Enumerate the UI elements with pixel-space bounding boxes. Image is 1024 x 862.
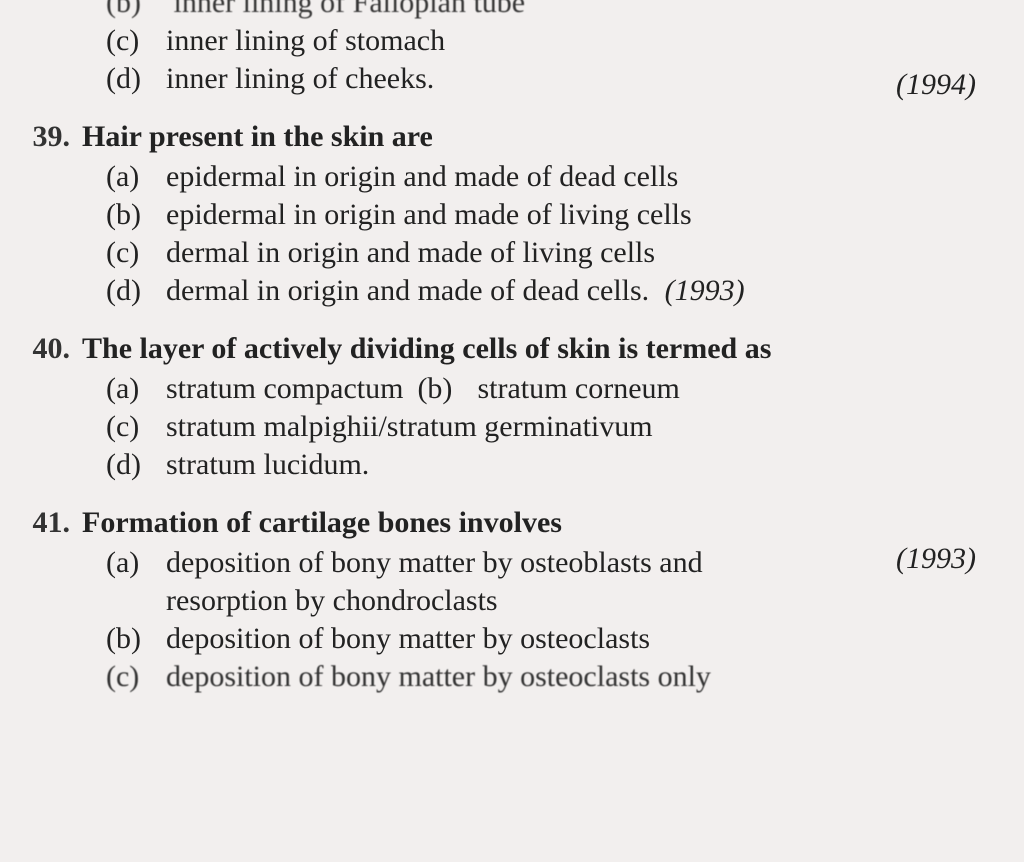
option-text: inner lining of cheeks. [166,62,434,96]
q38-year: (1994) [896,68,976,102]
cutoff-top-line: (b) inner lining of Fallopian tube [106,0,984,20]
q40-option-b: (b) stratum corneum [417,372,679,406]
option-letter: (b) [106,198,166,232]
option-letter: (c) [106,660,166,694]
option-text: inner lining of stomach [166,24,445,58]
q41-option-c-partial: (c) deposition of bony matter by osteocl… [106,660,984,694]
q41-stem-line: 41. Formation of cartilage bones involve… [20,506,984,540]
q40-year: (1993) [896,542,976,576]
option-text: stratum corneum [477,372,679,406]
option-text: epidermal in origin and made of living c… [166,198,692,232]
question-stem: Hair present in the skin are [82,120,433,154]
option-text: dermal in origin and made of dead cells.… [166,274,745,308]
q40-stem-line: 40. The layer of actively dividing cells… [20,332,984,366]
option-text: stratum malpighii/stratum germinativum [166,410,653,444]
q41-option-a: (a) deposition of bony matter by osteobl… [106,546,984,580]
option-letter: (d) [106,448,166,482]
question-stem: The layer of actively dividing cells of … [82,332,771,366]
option-letter: (a) [106,546,166,580]
q39-stem-line: 39. Hair present in the skin are [20,120,984,154]
q40-options-ab: (a) stratum compactum (b) stratum corneu… [106,372,984,406]
option-letter: (d) [106,62,166,96]
q39-option-b: (b) epidermal in origin and made of livi… [106,198,984,232]
q39-option-a: (a) epidermal in origin and made of dead… [106,160,984,194]
q41-option-b: (b) deposition of bony matter by osteocl… [106,622,984,656]
question-number: 40. [20,332,82,366]
option-text-fragment: inner lining of Fallopian tube [174,0,526,19]
option-letter: (c) [106,24,166,58]
q41-option-a-cont: resorption by chondroclasts [166,584,984,618]
option-text-inner: dermal in origin and made of dead cells. [166,274,649,307]
option-text: stratum compactum [166,372,403,406]
option-text: epidermal in origin and made of dead cel… [166,160,678,194]
option-letter: (a) [106,160,166,194]
option-text: dermal in origin and made of living cell… [166,236,655,270]
q39-option-c: (c) dermal in origin and made of living … [106,236,984,270]
option-letter: (a) [106,372,166,406]
option-letter: (b) [106,0,166,20]
option-letter: (b) [106,622,166,656]
option-letter: (d) [106,274,166,308]
q39-option-d: (d) dermal in origin and made of dead ce… [106,274,984,308]
option-text: stratum lucidum. [166,448,369,482]
q40-option-a: (a) stratum compactum [106,372,403,406]
option-letter: (c) [106,410,166,444]
option-text: deposition of bony matter by osteoclasts… [166,660,711,694]
page: (b) inner lining of Fallopian tube (c) i… [0,0,1024,848]
question-number: 39. [20,120,82,154]
option-letter: (b) [417,372,477,406]
question-stem: Formation of cartilage bones involves [82,506,562,540]
q38-option-c: (c) inner lining of stomach [106,24,984,58]
q40-option-c: (c) stratum malpighii/stratum germinativ… [106,410,984,444]
option-letter: (c) [106,236,166,270]
q38-option-d: (d) inner lining of cheeks. [106,62,984,96]
question-number: 41. [20,506,82,540]
q39-year: (1993) [665,274,745,307]
option-text: deposition of bony matter by osteoclasts [166,622,650,656]
option-text: deposition of bony matter by osteoblasts… [166,546,703,580]
q40-option-d: (d) stratum lucidum. [106,448,984,482]
